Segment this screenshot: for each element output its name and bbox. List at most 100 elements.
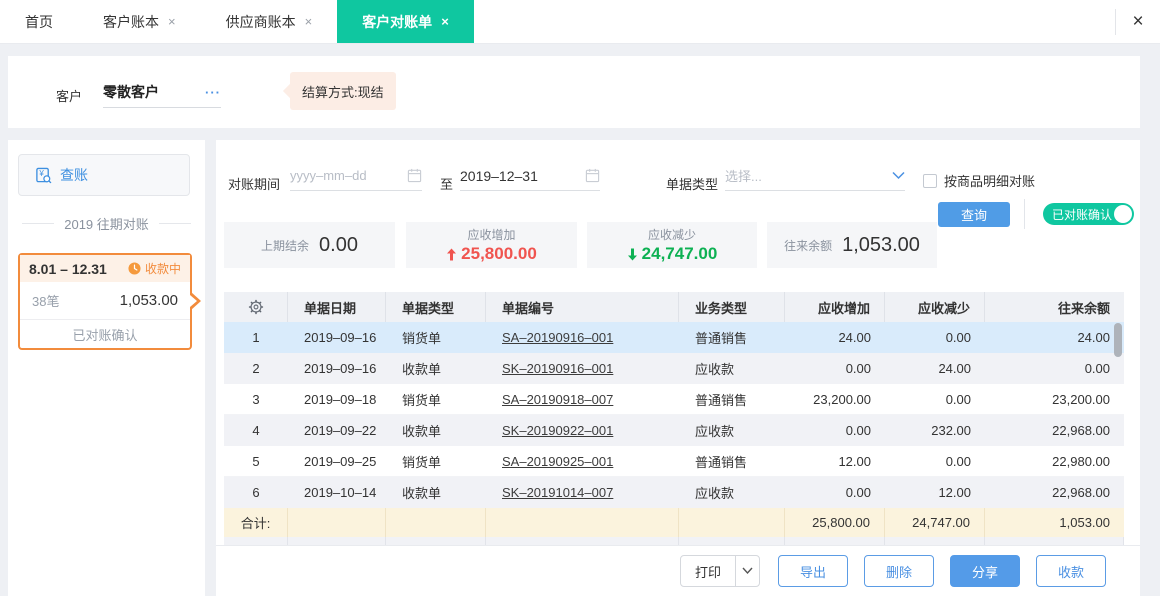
table-row[interactable]: 5 2019–09–25 销货单 SA–20190925–001 普通销售 12.00 0.… [224,446,1124,477]
cell-biz-type: 应收款 [695,362,735,377]
print-button[interactable]: 打印 [681,556,736,586]
row-number: 5 [252,453,260,469]
tab-1[interactable]: 首页 [0,0,78,43]
calendar-icon[interactable] [585,168,600,183]
confirmed-toggle-label: 已对账确认 [1052,207,1113,222]
detail-reconcile-checkbox-row[interactable]: 按商品明细对账 [923,171,1035,190]
table-row[interactable]: 3 2019–09–18 销货单 SA–20190918–007 普通销售 23,200.… [224,384,1124,415]
doc-number-link[interactable]: SA–20190916–001 [486,322,679,353]
chevron-down-icon[interactable] [892,171,905,180]
filter-divider [1024,199,1025,229]
row-number: 4 [252,423,260,438]
tab-4[interactable]: 客户对账单 × [337,0,474,43]
column-header-doc-type[interactable]: 单据类型 [386,292,486,322]
gear-icon[interactable] [248,299,264,315]
tab-2[interactable]: 客户账本 × [78,0,201,43]
customer-label: 客户 [56,89,83,104]
reconciliation-table: 单据日期 单据类型 单据编号 业务类型 应收增加 应收减少 往来余额 1 2019… [224,292,1124,545]
toggle-knob[interactable] [1114,205,1133,223]
action-footer: 打印 导出 删除 分享 收款 [216,545,1140,596]
tab-3[interactable]: 供应商账本 × [201,0,338,43]
column-header-date[interactable]: 单据日期 [288,292,386,322]
doc-number-link-text[interactable]: SA–20190916–001 [502,330,614,345]
total-label: 合计: [224,508,288,537]
table-body: 1 2019–09–16 销货单 SA–20190916–001 普通销售 24.00 0.… [224,322,1124,508]
more-ellipsis-icon[interactable]: ··· [205,84,221,100]
tooltip-arrow [282,83,298,99]
doc-number-link-text[interactable]: SA–20190918–007 [502,391,614,407]
print-dropdown-button[interactable] [736,556,759,586]
date-to-value: 2019–12–31 [460,167,538,184]
doc-number-link[interactable]: SA–20190918–007 [486,384,679,414]
svg-text:¥: ¥ [38,169,44,178]
period-range: 8.01 – 12.31 [29,260,107,277]
summary-value-increase: 25,800.00 [446,244,537,264]
cell-balance: 22,968.00 [1052,423,1110,438]
confirmed-toggle[interactable]: 已对账确认 [1043,203,1135,225]
column-header-increase[interactable]: 应收增加 [785,292,885,322]
doc-number-link[interactable]: SK–20191014–007 [486,477,679,508]
check-account-label: 查账 [60,167,88,183]
share-button[interactable]: 分享 [950,555,1020,587]
summary-label: 往来余额 [784,238,833,253]
summary-card-receivable-decrease: 应收减少 24,747.00 [587,222,757,268]
table-row[interactable]: 2 2019–09–16 收款单 SK–20190916–001 应收款 0.00 24.0… [224,353,1124,384]
customer-select-field[interactable]: 零散客户 ··· [103,77,221,108]
doc-number-link-text[interactable]: SK–20190916–001 [502,361,614,376]
cell-doc-type: 销货单 [402,454,442,470]
query-button[interactable]: 查询 [938,202,1010,227]
detail-reconcile-label: 按商品明细对账 [944,174,1036,189]
doc-type-select[interactable]: 选择... [725,161,905,191]
doc-number-link[interactable]: SA–20190925–001 [486,446,679,476]
column-header-doc-no[interactable]: 单据编号 [486,292,679,322]
doc-number-link[interactable]: SK–20190916–001 [486,353,679,384]
to-label: 至 [440,177,454,192]
table-row[interactable]: 6 2019–10–14 收款单 SK–20191014–007 应收款 0.00 12.0… [224,477,1124,508]
period-card[interactable]: 8.01 – 12.31 收款中 38笔 1,053.00 已对账确认 [18,253,201,350]
calendar-icon[interactable] [407,168,422,183]
doc-number-link-text[interactable]: SK–20190922–001 [502,423,614,438]
cell-date: 2019–09–25 [304,453,377,469]
cell-decrease: 24.00 [938,361,971,376]
period-card-footer: 已对账确认 [20,319,190,348]
table-scrollbar-thumb[interactable] [1114,323,1122,357]
receive-payment-button[interactable]: 收款 [1036,555,1106,587]
cell-biz-type: 应收款 [695,424,735,439]
period-status-badge: 收款中 [128,260,181,277]
export-button[interactable]: 导出 [778,555,848,587]
date-from-input[interactable]: yyyy–mm–dd [290,161,422,191]
doc-number-link-text[interactable]: SA–20190925–001 [502,453,614,469]
period-card-header: 8.01 – 12.31 收款中 [20,255,190,282]
column-header-decrease[interactable]: 应收减少 [885,292,985,322]
tab-close-icon[interactable]: × [304,14,313,29]
doc-type-placeholder: 选择... [725,169,762,184]
cell-decrease: 0.00 [945,453,971,469]
table-row[interactable]: 1 2019–09–16 销货单 SA–20190916–001 普通销售 24.00 0.… [224,322,1124,353]
tab-bar-right: × [1115,0,1160,43]
detail-reconcile-checkbox[interactable] [923,173,937,188]
check-account-button[interactable]: ¥ 查账 [18,154,190,196]
doc-number-link[interactable]: SK–20190922–001 [486,415,679,446]
column-header-biz-type[interactable]: 业务类型 [679,292,785,322]
cell-decrease: 0.00 [945,391,971,407]
column-settings-button[interactable] [224,292,288,322]
table-row[interactable]: 4 2019–09–22 收款单 SK–20190922–001 应收款 0.00 232.… [224,415,1124,446]
cell-increase: 0.00 [845,361,871,376]
tab-label: 供应商账本 [225,13,296,30]
delete-button[interactable]: 删除 [864,555,934,587]
tab-bar-divider [1115,8,1116,35]
cell-decrease: 0.00 [945,330,971,345]
doc-type-filter-label: 单据类型 [666,177,719,192]
tab-close-icon[interactable]: × [441,14,449,29]
date-to-input[interactable]: 2019–12–31 [460,161,600,191]
close-window-icon[interactable]: × [1132,10,1144,32]
period-filter-label: 对账期间 [228,177,281,192]
cell-biz-type: 普通销售 [695,454,748,470]
summary-value-decrease: 24,747.00 [627,244,717,264]
doc-number-link-text[interactable]: SK–20191014–007 [502,485,614,500]
arrow-up-icon [447,248,457,260]
cell-increase: 12.00 [838,453,871,469]
column-header-balance[interactable]: 往来余额 [1057,300,1110,316]
row-number: 6 [252,485,260,500]
tab-close-icon[interactable]: × [168,14,176,29]
